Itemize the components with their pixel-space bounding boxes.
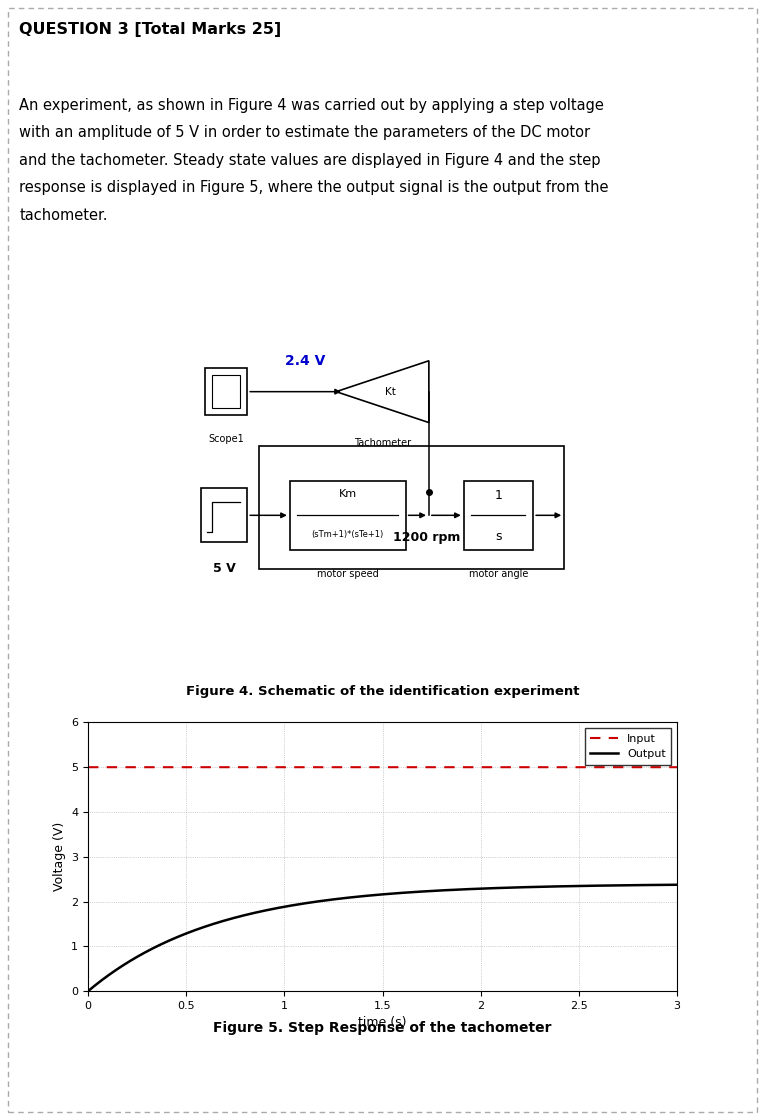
- Text: (sTm+1)*(sTe+1): (sTm+1)*(sTe+1): [311, 530, 384, 539]
- Input: [547, 760, 556, 774]
- Polygon shape: [336, 361, 429, 422]
- Output: [369, 888, 379, 902]
- Output: [83, 984, 93, 998]
- Text: Km: Km: [339, 489, 356, 500]
- Input: [354, 760, 363, 774]
- Input: [672, 760, 682, 774]
- X-axis label: time (s): time (s): [358, 1017, 407, 1029]
- Text: motor angle: motor angle: [469, 569, 528, 579]
- Output: [656, 878, 665, 892]
- Text: s: s: [495, 530, 502, 543]
- Text: 1200 rpm: 1200 rpm: [393, 531, 461, 544]
- Bar: [205, 368, 247, 414]
- Output: [113, 962, 122, 976]
- Input: [83, 760, 93, 774]
- Line: Output: Output: [88, 885, 677, 991]
- Text: QUESTION 3 [Total Marks 25]: QUESTION 3 [Total Marks 25]: [19, 22, 282, 37]
- Legend: Input, Output: Input, Output: [585, 728, 672, 765]
- Input: [655, 760, 664, 774]
- Text: An experiment, as shown in Figure 4 was carried out by applying a step voltage
w: An experiment, as shown in Figure 4 was …: [19, 97, 609, 223]
- Y-axis label: Voltage (V): Voltage (V): [53, 822, 66, 892]
- Bar: [201, 488, 247, 542]
- Bar: [290, 480, 405, 550]
- Text: 1: 1: [494, 489, 503, 503]
- Text: Scope1: Scope1: [208, 435, 244, 445]
- Output: [547, 880, 556, 894]
- Output: [672, 878, 682, 892]
- Output: [354, 890, 363, 904]
- Bar: [464, 480, 533, 550]
- Text: motor speed: motor speed: [317, 569, 379, 579]
- Text: 2.4 V: 2.4 V: [285, 354, 325, 367]
- Output: [655, 878, 664, 892]
- Text: Figure 5. Step Response of the tachometer: Figure 5. Step Response of the tachomete…: [213, 1020, 552, 1035]
- Text: 5 V: 5 V: [213, 561, 236, 575]
- Text: Kt: Kt: [385, 386, 396, 396]
- Text: Tachometer: Tachometer: [354, 438, 411, 448]
- Input: [369, 760, 379, 774]
- Input: [113, 760, 122, 774]
- Bar: [259, 446, 564, 569]
- Text: Figure 4. Schematic of the identification experiment: Figure 4. Schematic of the identificatio…: [186, 684, 579, 698]
- Input: [656, 760, 665, 774]
- Bar: [212, 375, 240, 408]
